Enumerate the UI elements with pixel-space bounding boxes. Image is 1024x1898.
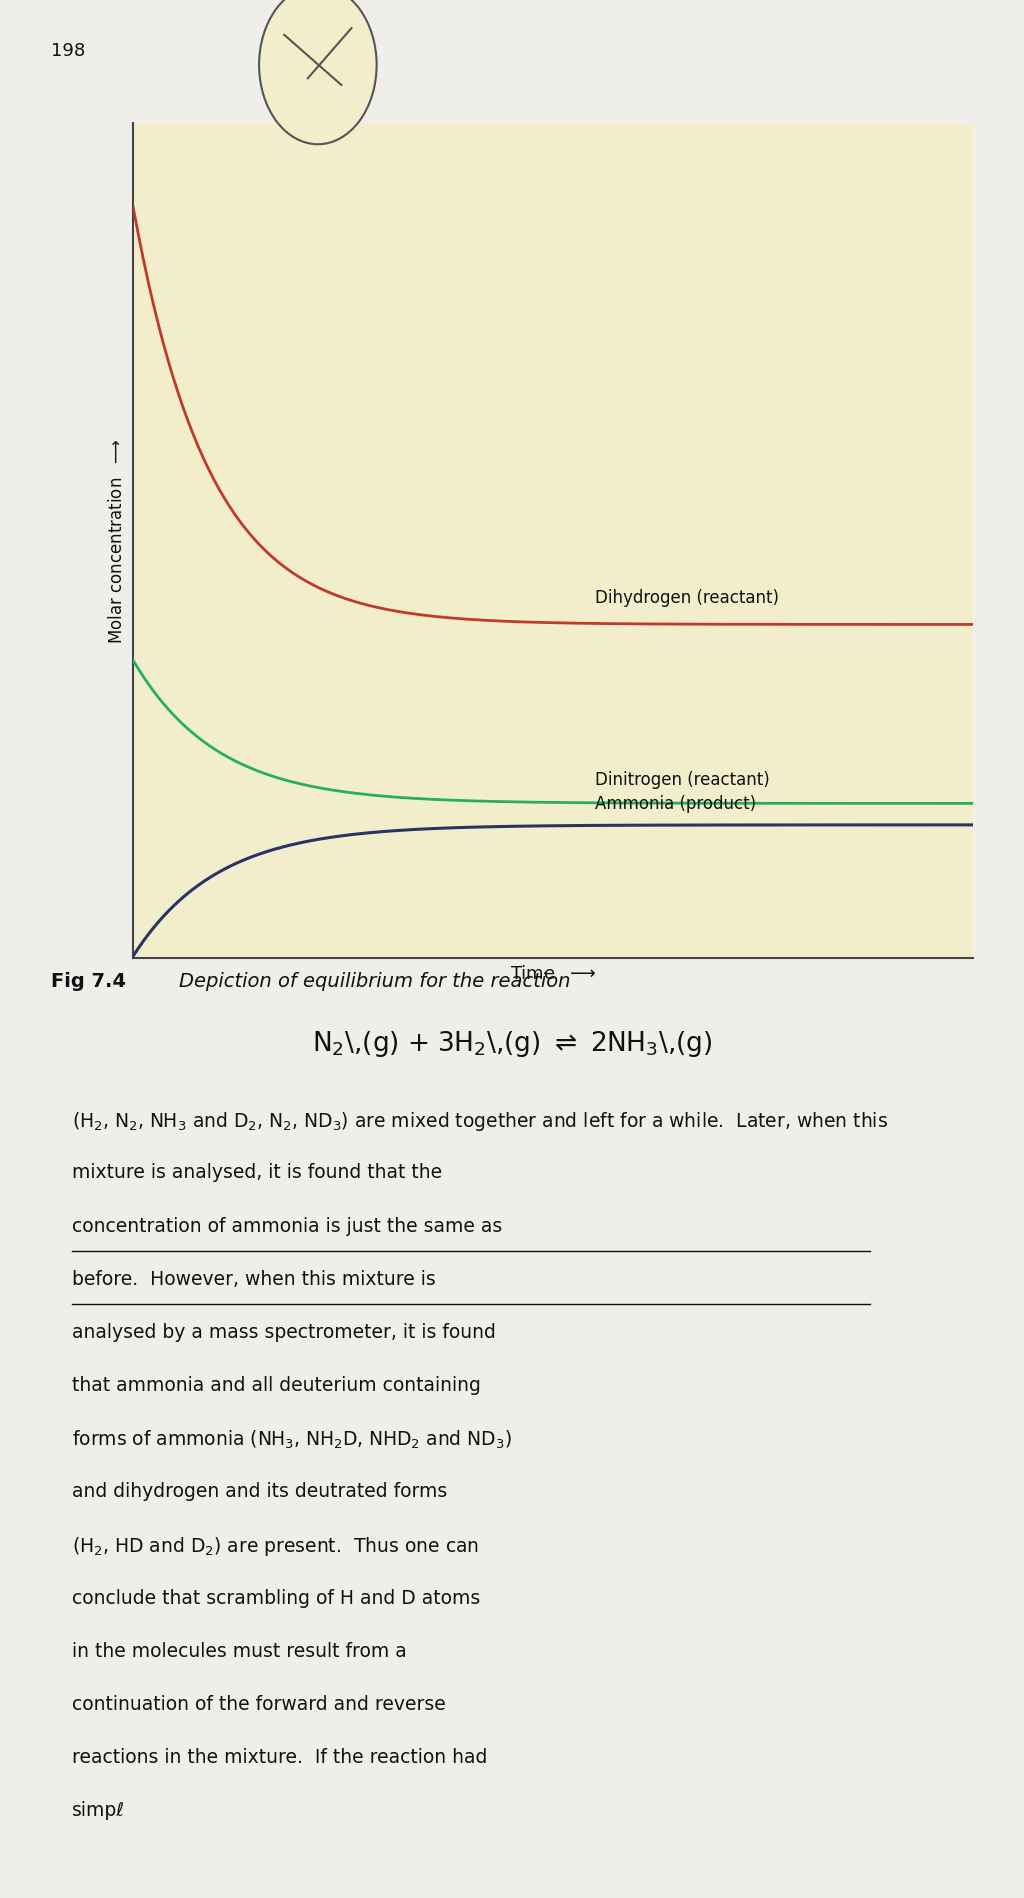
X-axis label: Time  $\longrightarrow$: Time $\longrightarrow$ — [510, 966, 596, 983]
Text: N$_2$\,(g) + 3H$_2$\,(g) $\rightleftharpoons$ 2NH$_3$\,(g): N$_2$\,(g) + 3H$_2$\,(g) $\rightleftharp… — [311, 1029, 713, 1059]
Text: 198: 198 — [51, 42, 85, 59]
Text: simpℓ: simpℓ — [72, 1801, 125, 1820]
Ellipse shape — [259, 0, 377, 144]
Text: Fig 7.4: Fig 7.4 — [51, 972, 126, 991]
Text: mixture is analysed, it is found that the: mixture is analysed, it is found that th… — [72, 1163, 441, 1182]
Text: (H$_2$, HD and D$_2$) are present.  Thus one can: (H$_2$, HD and D$_2$) are present. Thus … — [72, 1535, 479, 1558]
Text: concentration of ammonia is just the same as: concentration of ammonia is just the sam… — [72, 1217, 502, 1236]
Text: analysed by a mass spectrometer, it is found: analysed by a mass spectrometer, it is f… — [72, 1323, 496, 1342]
Text: Dinitrogen (reactant): Dinitrogen (reactant) — [595, 771, 770, 790]
Text: that ammonia and all deuterium containing: that ammonia and all deuterium containin… — [72, 1376, 480, 1395]
Text: Depiction of equilibrium for the reaction: Depiction of equilibrium for the reactio… — [179, 972, 570, 991]
Text: Dihydrogen (reactant): Dihydrogen (reactant) — [595, 588, 779, 607]
Text: conclude that scrambling of H and D atoms: conclude that scrambling of H and D atom… — [72, 1589, 480, 1608]
Y-axis label: Molar concentration  $\longrightarrow$: Molar concentration $\longrightarrow$ — [109, 438, 126, 643]
Text: in the molecules must result from a: in the molecules must result from a — [72, 1642, 407, 1661]
Text: forms of ammonia (NH$_3$, NH$_2$D, NHD$_2$ and ND$_3$): forms of ammonia (NH$_3$, NH$_2$D, NHD$_… — [72, 1429, 511, 1452]
Text: Ammonia (product): Ammonia (product) — [595, 795, 756, 812]
Text: reactions in the mixture.  If the reaction had: reactions in the mixture. If the reactio… — [72, 1748, 487, 1767]
Text: continuation of the forward and reverse: continuation of the forward and reverse — [72, 1695, 445, 1714]
Text: before.  However, when this mixture is: before. However, when this mixture is — [72, 1270, 435, 1289]
Text: and dihydrogen and its deutrated forms: and dihydrogen and its deutrated forms — [72, 1482, 446, 1501]
Text: (H$_2$, N$_2$, NH$_3$ and D$_2$, N$_2$, ND$_3$) are mixed together and left for : (H$_2$, N$_2$, NH$_3$ and D$_2$, N$_2$, … — [72, 1110, 888, 1133]
